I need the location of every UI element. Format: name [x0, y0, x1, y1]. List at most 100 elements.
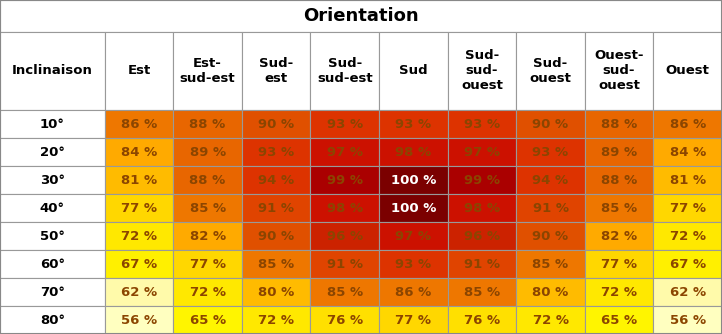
Text: 70°: 70° [40, 286, 65, 299]
Bar [173, 306, 242, 334]
Bar [242, 194, 310, 222]
Bar [105, 306, 173, 334]
Text: 50°: 50° [40, 229, 65, 242]
Text: Inclinaison: Inclinaison [12, 64, 93, 77]
Text: Sud-
sud-est: Sud- sud-est [317, 57, 373, 85]
Text: 77 %: 77 % [121, 202, 157, 215]
Bar [516, 278, 585, 306]
Bar [379, 194, 448, 222]
Bar [105, 110, 173, 138]
Text: 56 %: 56 % [669, 314, 706, 327]
Bar [0, 110, 105, 138]
Bar [0, 306, 105, 334]
Bar [105, 194, 173, 222]
Text: 90 %: 90 % [532, 118, 569, 131]
Text: 62 %: 62 % [121, 286, 157, 299]
Text: 72 %: 72 % [190, 286, 225, 299]
Text: 67 %: 67 % [121, 258, 157, 271]
Text: 100 %: 100 % [391, 174, 436, 187]
Text: 65 %: 65 % [601, 314, 638, 327]
Text: 90 %: 90 % [258, 118, 295, 131]
Text: Sud-
ouest: Sud- ouest [530, 57, 571, 85]
Bar [0, 278, 105, 306]
Text: 91 %: 91 % [327, 258, 362, 271]
Bar [310, 110, 379, 138]
Bar [310, 138, 379, 166]
Bar [448, 110, 516, 138]
Text: 84 %: 84 % [121, 146, 157, 159]
Text: 97 %: 97 % [464, 146, 500, 159]
Bar [242, 166, 310, 194]
Bar [448, 32, 516, 110]
Text: 90 %: 90 % [532, 229, 569, 242]
Bar [173, 194, 242, 222]
Text: 97 %: 97 % [327, 146, 362, 159]
Bar [653, 110, 722, 138]
Text: 86 %: 86 % [121, 118, 157, 131]
Bar [0, 0, 722, 32]
Text: 91 %: 91 % [464, 258, 500, 271]
Bar [448, 166, 516, 194]
Text: 67 %: 67 % [669, 258, 706, 271]
Text: 56 %: 56 % [121, 314, 157, 327]
Bar [0, 166, 105, 194]
Text: 86 %: 86 % [395, 286, 432, 299]
Bar [585, 32, 653, 110]
Bar [516, 138, 585, 166]
Bar [653, 306, 722, 334]
Text: 98 %: 98 % [395, 146, 432, 159]
Bar [516, 32, 585, 110]
Text: Est: Est [127, 64, 151, 77]
Bar [0, 138, 105, 166]
Bar [0, 250, 105, 278]
Text: 99 %: 99 % [327, 174, 362, 187]
Bar [242, 306, 310, 334]
Text: 10°: 10° [40, 118, 65, 131]
Text: 94 %: 94 % [532, 174, 569, 187]
Bar [0, 32, 105, 110]
Text: 77 %: 77 % [601, 258, 637, 271]
Text: Sud-
est: Sud- est [259, 57, 293, 85]
Text: 60°: 60° [40, 258, 65, 271]
Text: Sud: Sud [399, 64, 427, 77]
Text: 80 %: 80 % [532, 286, 569, 299]
Text: 88 %: 88 % [189, 174, 226, 187]
Bar [173, 278, 242, 306]
Bar [448, 250, 516, 278]
Bar [105, 138, 173, 166]
Text: 85 %: 85 % [464, 286, 500, 299]
Bar [653, 222, 722, 250]
Text: 96 %: 96 % [326, 229, 363, 242]
Text: 99 %: 99 % [464, 174, 500, 187]
Text: 88 %: 88 % [601, 118, 638, 131]
Bar [379, 166, 448, 194]
Text: 85 %: 85 % [258, 258, 295, 271]
Text: 91 %: 91 % [533, 202, 568, 215]
Text: 86 %: 86 % [669, 118, 706, 131]
Text: 93 %: 93 % [532, 146, 569, 159]
Text: 85 %: 85 % [189, 202, 226, 215]
Text: 20°: 20° [40, 146, 65, 159]
Bar [310, 166, 379, 194]
Bar [242, 138, 310, 166]
Text: 72 %: 72 % [258, 314, 294, 327]
Text: Ouest: Ouest [666, 64, 710, 77]
Bar [585, 222, 653, 250]
Text: 98 %: 98 % [464, 202, 500, 215]
Text: 81 %: 81 % [669, 174, 706, 187]
Bar [585, 250, 653, 278]
Text: 72 %: 72 % [601, 286, 637, 299]
Bar [310, 278, 379, 306]
Text: 85 %: 85 % [326, 286, 363, 299]
Bar [448, 194, 516, 222]
Bar [310, 250, 379, 278]
Text: 89 %: 89 % [601, 146, 638, 159]
Bar [242, 110, 310, 138]
Text: 88 %: 88 % [601, 174, 638, 187]
Text: 94 %: 94 % [258, 174, 295, 187]
Text: 93 %: 93 % [258, 146, 295, 159]
Bar [448, 278, 516, 306]
Bar [653, 166, 722, 194]
Text: 100 %: 100 % [391, 202, 436, 215]
Bar [379, 110, 448, 138]
